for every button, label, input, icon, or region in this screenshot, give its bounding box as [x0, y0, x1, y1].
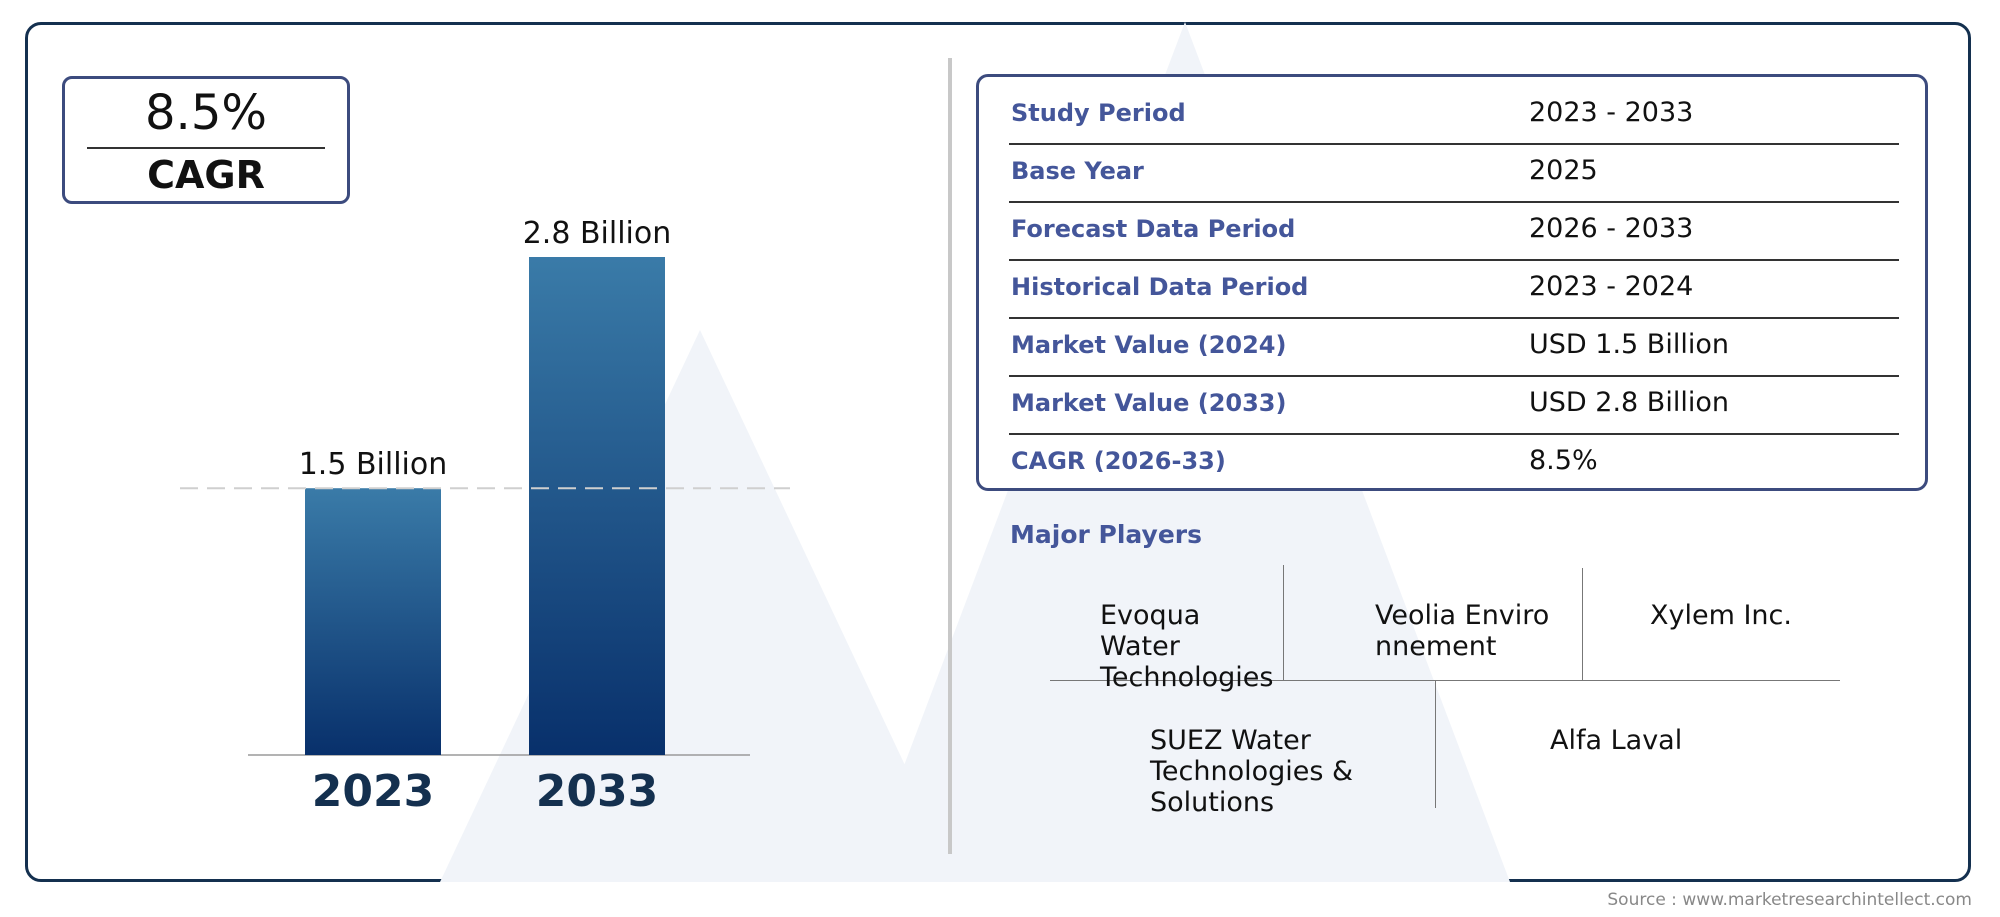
info-row-value: 2023 - 2024 [1529, 271, 1694, 302]
players-grid-line [1582, 568, 1583, 680]
info-row-label: CAGR (2026-33) [1011, 447, 1226, 475]
bar-data-label: 1.5 Billion [299, 447, 448, 482]
source-credit: Source : www.marketresearchintellect.com [1607, 890, 1972, 910]
info-row: Base Year 2025 [1009, 143, 1899, 203]
player-alfa-laval: Alfa Laval [1550, 725, 1683, 756]
info-row: CAGR (2026-33) 8.5% [1009, 433, 1899, 491]
info-row-value: USD 1.5 Billion [1529, 329, 1729, 360]
market-info-table: Study Period 2023 - 2033 Base Year 2025 Fore… [976, 74, 1928, 491]
info-row-label: Study Period [1011, 99, 1186, 127]
major-players-title: Major Players [1010, 520, 1202, 549]
info-row: Market Value (2024) USD 1.5 Billion [1009, 317, 1899, 377]
info-row-label: Market Value (2033) [1011, 389, 1287, 417]
info-row: Forecast Data Period 2026 - 2033 [1009, 201, 1899, 261]
info-row-value: 2026 - 2033 [1529, 213, 1694, 244]
info-row-label: Market Value (2024) [1011, 331, 1287, 359]
cagr-label: CAGR [147, 153, 265, 197]
bar-2033 [529, 257, 665, 755]
info-row: Study Period 2023 - 2033 [1009, 85, 1899, 145]
x-tick-label: 2023 [312, 766, 434, 817]
players-grid-line [1435, 680, 1436, 808]
info-row-label: Base Year [1011, 157, 1144, 185]
bar-2023 [305, 488, 441, 755]
info-row-label: Forecast Data Period [1011, 215, 1296, 243]
bar-data-label: 2.8 Billion [523, 216, 672, 251]
player-veolia: Veolia Environnement [1375, 600, 1550, 662]
cagr-badge: 8.5% CAGR [62, 76, 350, 204]
info-row-value: USD 2.8 Billion [1529, 387, 1729, 418]
info-row-label: Historical Data Period [1011, 273, 1309, 301]
info-row-value: 2025 [1529, 155, 1598, 186]
x-tick-label: 2033 [536, 766, 658, 817]
vertical-divider [948, 58, 952, 854]
info-row-value: 2023 - 2033 [1529, 97, 1694, 128]
cagr-divider [87, 147, 325, 149]
player-xylem: Xylem Inc. [1650, 600, 1792, 631]
cagr-value: 8.5% [145, 85, 267, 141]
players-grid-line [1283, 565, 1284, 680]
info-row: Historical Data Period 2023 - 2024 [1009, 259, 1899, 319]
players-grid-line [1050, 680, 1840, 681]
info-row-value: 8.5% [1529, 445, 1598, 476]
bar-chart: 1.5 Billion 2023 2.8 Billion 2033 [180, 216, 790, 817]
player-evoqua: Evoqua Water Technologies [1100, 600, 1274, 693]
info-row: Market Value (2033) USD 2.8 Billion [1009, 375, 1899, 435]
player-suez: SUEZ Water Technologies & Solutions [1150, 725, 1354, 818]
